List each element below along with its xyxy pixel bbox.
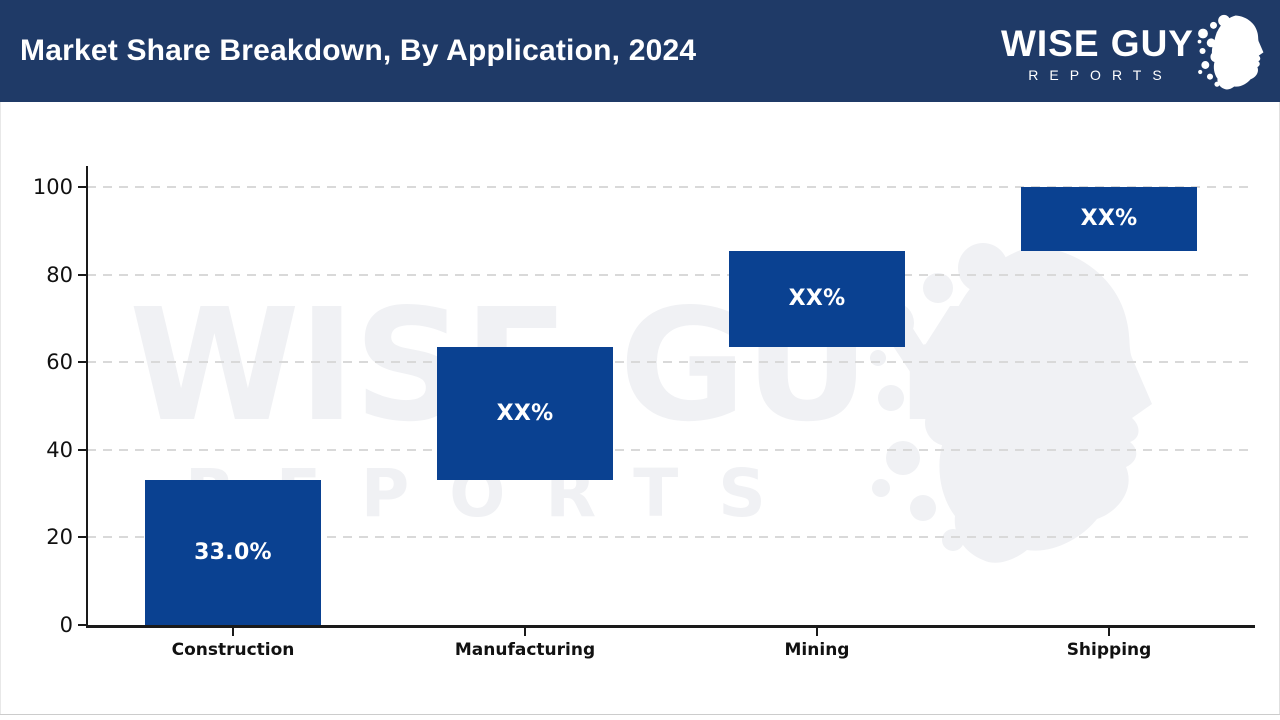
gridline-80 (87, 273, 1255, 276)
bar-manufacturing: XX% (437, 346, 613, 481)
x-axis-tick-construction (232, 628, 234, 636)
y-axis-tick-80 (78, 273, 87, 276)
bar-shipping: XX% (1021, 187, 1197, 251)
brand-logo-text: WISE GUY REPORTS (1000, 23, 1194, 83)
x-axis-label-construction: Construction (171, 640, 295, 660)
watermark-face-graphic (863, 228, 1163, 568)
x-axis-line (86, 625, 1255, 628)
logo-wordmark: WISE GUY (1000, 23, 1194, 64)
y-axis-tick-40 (78, 448, 87, 451)
y-axis-line (86, 166, 88, 627)
logo-subtext: REPORTS (1028, 66, 1173, 83)
gridline-60 (87, 361, 1255, 364)
x-axis-label-manufacturing: Manufacturing (454, 640, 596, 660)
header-bar: Market Share Breakdown, By Application, … (0, 0, 1280, 102)
gridline-20 (87, 536, 1255, 539)
bar-construction: 33.0% (145, 480, 321, 625)
bottom-divider (0, 714, 1280, 715)
brand-logo: WISE GUY REPORTS (1001, 6, 1266, 96)
y-axis-tick-label-0: 0 (59, 613, 73, 637)
logo-face-icon (1196, 10, 1266, 92)
chart-plot-area: WISE GUY REPORTS 0 20 40 60 80 100 Constructio… (0, 102, 1280, 714)
bar-value-label-mining: XX% (788, 286, 846, 312)
gridline-100 (87, 186, 1255, 188)
bar-value-label-manufacturing: XX% (496, 401, 554, 427)
x-axis-tick-mining (816, 628, 818, 636)
y-axis-tick-60 (78, 361, 87, 364)
y-axis-tick-20 (78, 536, 87, 539)
y-axis-tick-label-40: 40 (46, 437, 73, 462)
x-axis-label-shipping: Shipping (1066, 640, 1152, 660)
y-axis-tick-label-100: 100 (32, 175, 73, 199)
y-axis-tick-label-60: 60 (46, 350, 73, 375)
bar-value-label-shipping: XX% (1080, 206, 1138, 232)
x-axis-tick-shipping (1108, 628, 1110, 636)
y-axis-tick-100 (78, 186, 87, 188)
y-axis-tick-label-20: 20 (46, 525, 73, 550)
bar-mining: XX% (729, 250, 905, 347)
x-axis-tick-manufacturing (524, 628, 526, 636)
page-title: Market Share Breakdown, By Application, … (20, 34, 697, 67)
y-axis-tick-0 (78, 624, 87, 626)
bar-value-label-construction: 33.0% (194, 540, 272, 566)
y-axis-tick-label-80: 80 (46, 262, 73, 287)
gridline-40 (87, 448, 1255, 451)
x-axis-label-mining: Mining (784, 640, 850, 660)
